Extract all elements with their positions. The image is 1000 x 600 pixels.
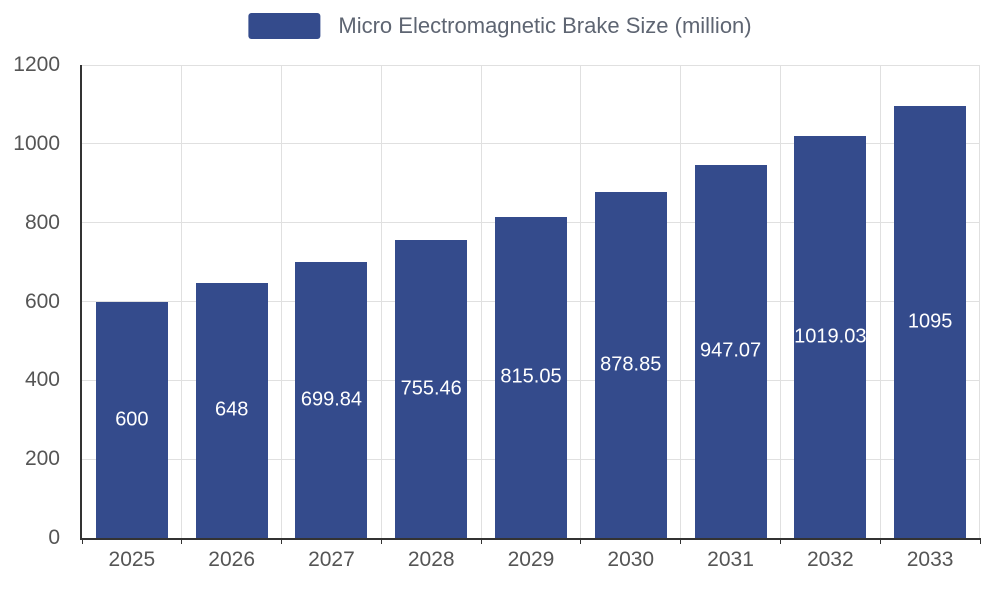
plot-area: 600 648 699.84 755.46 815.05 878.85 947.07 1019… — [80, 65, 981, 544]
grid-line-v — [979, 65, 980, 538]
x-tick-mark — [380, 538, 382, 544]
bar: 815.05 — [495, 216, 567, 538]
y-tick-label: 400 — [24, 368, 60, 392]
bar-value-label: 878.85 — [600, 353, 662, 376]
y-tick-label: 200 — [24, 447, 60, 471]
x-tick-label: 2031 — [707, 548, 754, 571]
x-tick-label: 2027 — [308, 548, 355, 571]
x-tick-mark — [81, 538, 83, 544]
y-tick-label: 1000 — [13, 131, 60, 155]
x-tick-mark — [181, 538, 183, 544]
y-tick-label: 600 — [24, 289, 60, 313]
x-tick-label: 2026 — [208, 548, 255, 571]
x-tick-label: 2028 — [407, 548, 455, 571]
grid-line-h — [82, 143, 980, 145]
grid-line-v — [779, 65, 781, 538]
bar: 699.84 — [295, 262, 368, 538]
y-tick-label: 800 — [24, 210, 60, 234]
bar: 878.85 — [594, 191, 667, 538]
bar: 1095 — [894, 106, 967, 538]
bar: 1019.03 — [794, 136, 866, 538]
x-tick-mark — [879, 538, 881, 544]
x-axis-labels: 2025 2026 2027 2028 2029 2030 2031 2032 2033 — [82, 548, 980, 578]
x-tick-mark — [281, 538, 283, 544]
x-tick-mark — [680, 538, 682, 544]
x-tick-mark — [580, 538, 582, 544]
legend-label: Micro Electromagnetic Brake Size (millio… — [338, 13, 752, 38]
y-axis-labels: 0 200 400 600 800 1000 1200 — [0, 53, 70, 549]
bar-value-label: 755.46 — [400, 377, 462, 400]
bar-value-label: 1019.03 — [794, 325, 867, 348]
x-tick-label: 2025 — [108, 548, 156, 571]
legend-swatch — [248, 13, 321, 39]
y-tick-label: 1200 — [13, 53, 60, 76]
bar-value-label: 815.05 — [500, 365, 562, 388]
bar: 648 — [195, 282, 268, 538]
x-tick-label: 2030 — [607, 548, 655, 571]
x-tick-mark — [979, 538, 981, 544]
x-tick-label: 2032 — [806, 548, 854, 571]
grid-line-h — [82, 65, 980, 66]
bar-value-label: 699.84 — [300, 388, 363, 411]
grid-line-v — [181, 65, 183, 538]
x-tick-label: 2029 — [507, 548, 555, 571]
bar: 947.07 — [694, 164, 767, 538]
grid-line-v — [281, 65, 283, 538]
bar-value-label: 1095 — [907, 310, 953, 333]
bar-value-label: 600 — [115, 408, 149, 431]
bar-value-label: 648 — [214, 398, 249, 421]
bar: 600 — [95, 301, 168, 538]
x-tick-mark — [779, 538, 781, 544]
grid-line-v — [380, 65, 382, 538]
x-tick-label: 2033 — [906, 548, 954, 571]
legend-item[interactable]: Micro Electromagnetic Brake Size (millio… — [248, 13, 752, 39]
grid-line-v — [580, 65, 582, 538]
grid-line-v — [680, 65, 682, 538]
y-tick-label: 0 — [48, 526, 60, 549]
bar-value-label: 947.07 — [699, 339, 762, 362]
x-tick-mark — [480, 538, 482, 544]
grid-line-v — [879, 65, 881, 538]
grid-line-v — [480, 65, 482, 538]
bar: 755.46 — [395, 240, 468, 538]
